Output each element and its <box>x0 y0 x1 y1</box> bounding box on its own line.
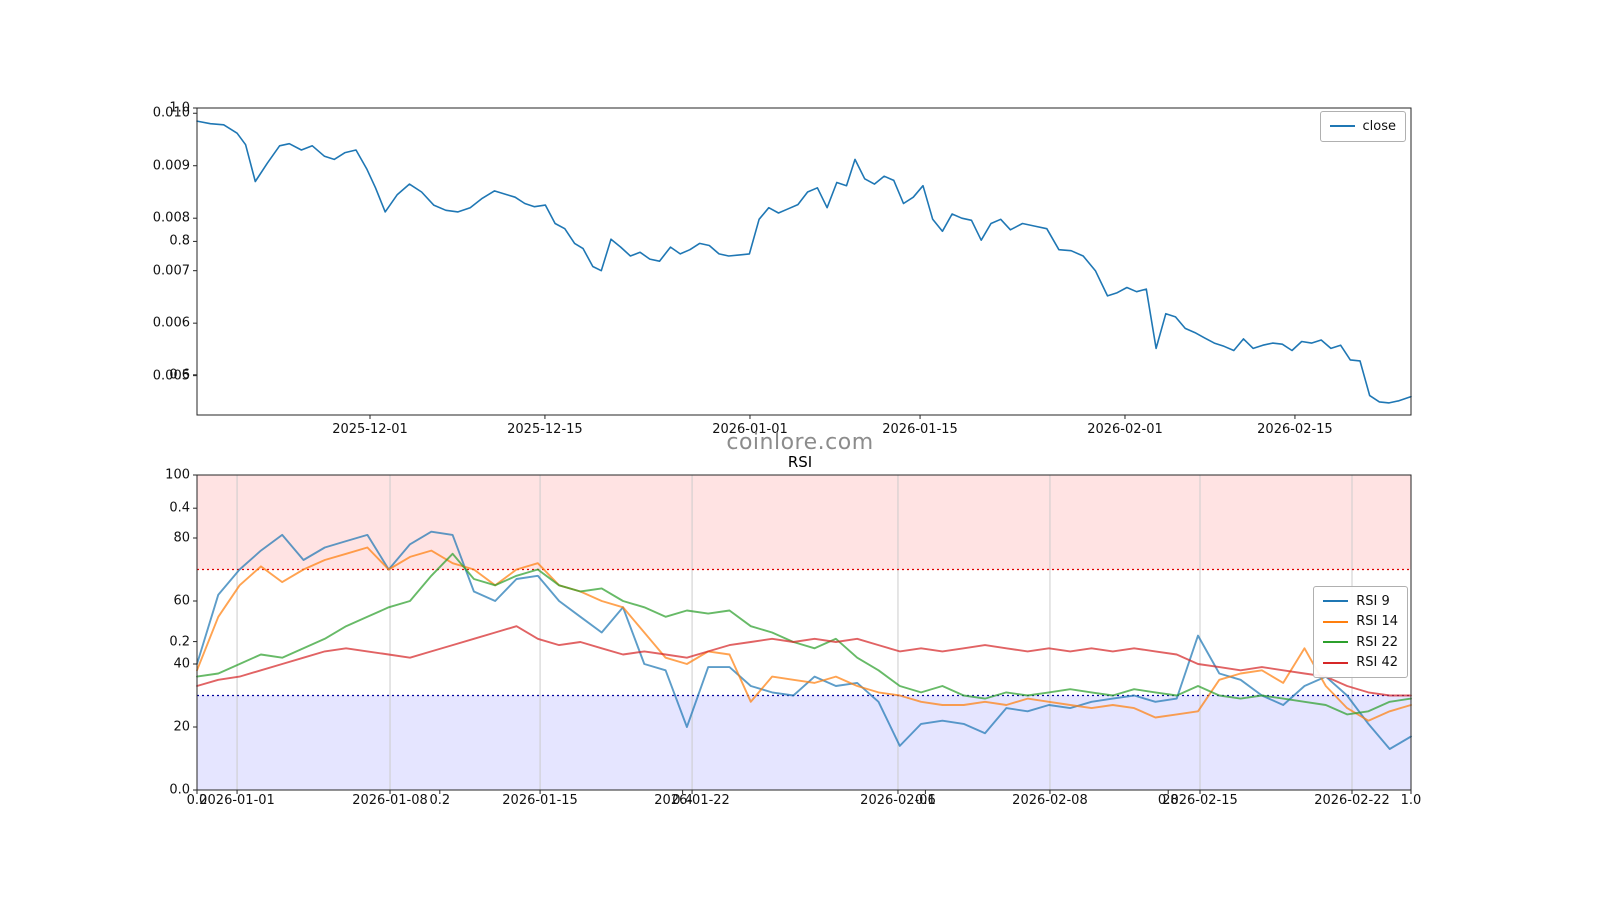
legend-line-swatch <box>1329 125 1355 128</box>
panel-border <box>196 107 1412 416</box>
threshold-band <box>197 695 1411 790</box>
threshold-band <box>197 475 1411 570</box>
legend-entry: RSI 22 <box>1323 632 1398 653</box>
legend-label: RSI 42 <box>1356 655 1398 671</box>
series-rsi-14 <box>196 546 1412 722</box>
legend-label: RSI 14 <box>1356 614 1398 630</box>
legend-line-swatch <box>1323 600 1349 603</box>
legend-line-swatch <box>1323 620 1349 623</box>
legend-label: close <box>1362 118 1396 134</box>
series-rsi-9 <box>196 530 1412 750</box>
legend-label: RSI 22 <box>1356 634 1398 650</box>
legend-entry: close <box>1329 116 1396 137</box>
series-rsi-42 <box>196 625 1412 697</box>
legend-label: RSI 9 <box>1356 593 1390 609</box>
legend-rsi: RSI 9 RSI 14 RSI 22 RSI 42 <box>1313 586 1408 679</box>
legend-entry: RSI 9 <box>1323 591 1398 612</box>
legend-entry: RSI 14 <box>1323 612 1398 633</box>
legend-close: close <box>1319 111 1406 142</box>
panel-border <box>196 474 1412 791</box>
legend-entry: RSI 42 <box>1323 653 1398 674</box>
series-close <box>196 120 1412 404</box>
legend-line-swatch <box>1323 662 1349 665</box>
series-rsi-22 <box>196 552 1412 716</box>
watermark: coinlore.com <box>726 430 874 455</box>
rsi-panel-title: RSI <box>787 453 813 471</box>
legend-line-swatch <box>1323 641 1349 644</box>
